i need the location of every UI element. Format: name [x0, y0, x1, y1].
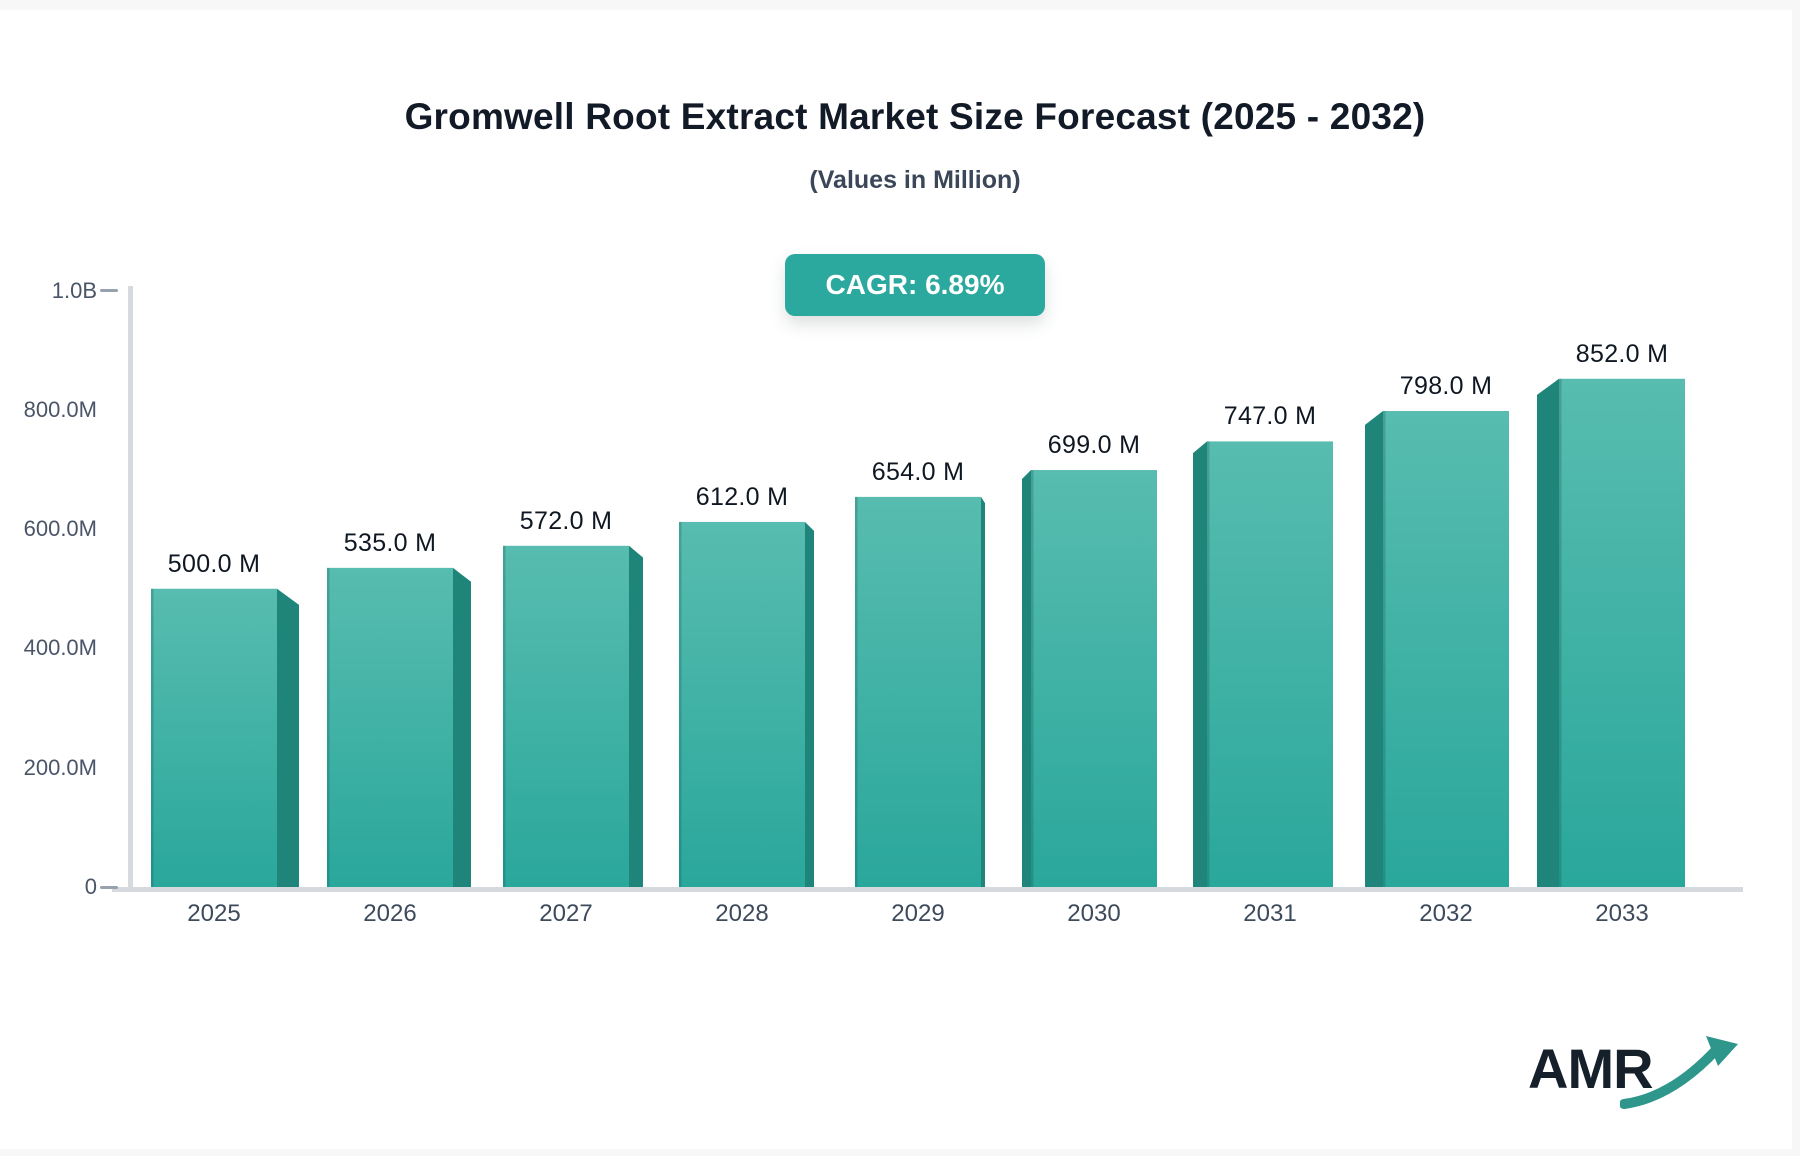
chart-title: Gromwell Root Extract Market Size Foreca… [404, 96, 1426, 137]
bar-left-edge-shade [327, 567, 330, 887]
bar-value-label: 699.0 M [1047, 431, 1141, 460]
bar-value-label: 747.0 M [1223, 402, 1317, 431]
bar-front-face [1031, 470, 1157, 887]
amr-logo-arrow-icon [1620, 1036, 1738, 1109]
x-axis-label-2029: 2029 [891, 900, 945, 927]
bar-left-edge-shade [1559, 378, 1562, 887]
bar-front-face [1207, 441, 1333, 887]
bar-front-face [1383, 410, 1509, 887]
bar-side-face [277, 588, 299, 887]
bar-left-edge-shade [151, 588, 154, 887]
bar-value-label: 572.0 M [519, 506, 613, 535]
bar-side-face [981, 496, 985, 887]
cagr-badge-row: CAGR: 6.89% [0, 254, 1800, 316]
bar-left-edge-shade [679, 521, 682, 887]
page-margin-bottom [0, 1149, 1800, 1156]
y-axis-label: 0 [84, 874, 97, 899]
amr-logo-text: AMR [1528, 1037, 1654, 1100]
bar-front-face [1559, 378, 1685, 887]
y-axis-label: 600.0M [23, 516, 97, 542]
bar-left-edge-shade [503, 545, 506, 887]
bar-side-face [805, 521, 814, 887]
x-axis-line [112, 887, 1743, 892]
bar-side-face [1537, 378, 1559, 887]
page-margin-top [0, 0, 1800, 10]
x-axis-label-2026: 2026 [363, 900, 417, 927]
y-axis-label: 200.0M [23, 754, 97, 780]
chart-subtitle: (Values in Million) [809, 166, 1021, 194]
y-axis-tick-mark [100, 885, 118, 889]
bar-front-face [151, 588, 277, 887]
bar-left-edge-shade [1207, 441, 1210, 887]
y-axis-label: 1.0B [51, 277, 97, 303]
bar-2030 [1022, 470, 1157, 887]
x-axis-label-2025: 2025 [187, 900, 241, 927]
y-axis-tick-mark [100, 289, 118, 292]
bar-2029 [855, 496, 985, 887]
bar-front-face [679, 521, 805, 887]
x-axis-label-2031: 2031 [1243, 900, 1297, 927]
amr-logo: AMR [1528, 1028, 1778, 1118]
x-axis-label-2033: 2033 [1595, 900, 1649, 927]
bar-2032 [1365, 410, 1509, 887]
bar-value-label: 500.0 M [167, 549, 261, 578]
bar-value-label: 852.0 M [1575, 339, 1669, 368]
x-axis-label-2030: 2030 [1067, 900, 1121, 927]
bar-side-face [1365, 410, 1383, 887]
bar-front-face [855, 496, 981, 887]
bar-value-label: 612.0 M [695, 482, 789, 511]
bar-side-face [453, 567, 471, 887]
cagr-badge: CAGR: 6.89% [784, 254, 1046, 316]
bar-side-face [629, 545, 643, 887]
bar-front-face [503, 545, 629, 887]
bar-left-edge-shade [1383, 410, 1386, 887]
bar-value-label: 798.0 M [1399, 371, 1493, 400]
bar-2033 [1537, 378, 1685, 887]
page-margin-right [1792, 0, 1800, 1156]
bar-2025 [151, 588, 299, 887]
bar-side-face [1193, 441, 1207, 887]
bar-value-label: 535.0 M [343, 528, 437, 557]
y-axis-label: 800.0M [23, 396, 97, 422]
bar-left-edge-shade [855, 496, 858, 887]
x-axis-label-2032: 2032 [1419, 900, 1473, 927]
x-axis-label-2028: 2028 [715, 900, 769, 927]
y-axis-label: 400.0M [23, 635, 97, 661]
bar-left-edge-shade [1031, 470, 1034, 887]
x-axis-label-2027: 2027 [539, 900, 593, 927]
bar-2028 [679, 521, 814, 887]
bar-2031 [1193, 441, 1333, 887]
bar-2027 [503, 545, 643, 887]
bar-side-face [1022, 470, 1031, 887]
y-axis-line [128, 286, 133, 892]
bar-value-label: 654.0 M [871, 457, 965, 486]
bar-front-face [327, 567, 453, 887]
bar-2026 [327, 567, 471, 887]
